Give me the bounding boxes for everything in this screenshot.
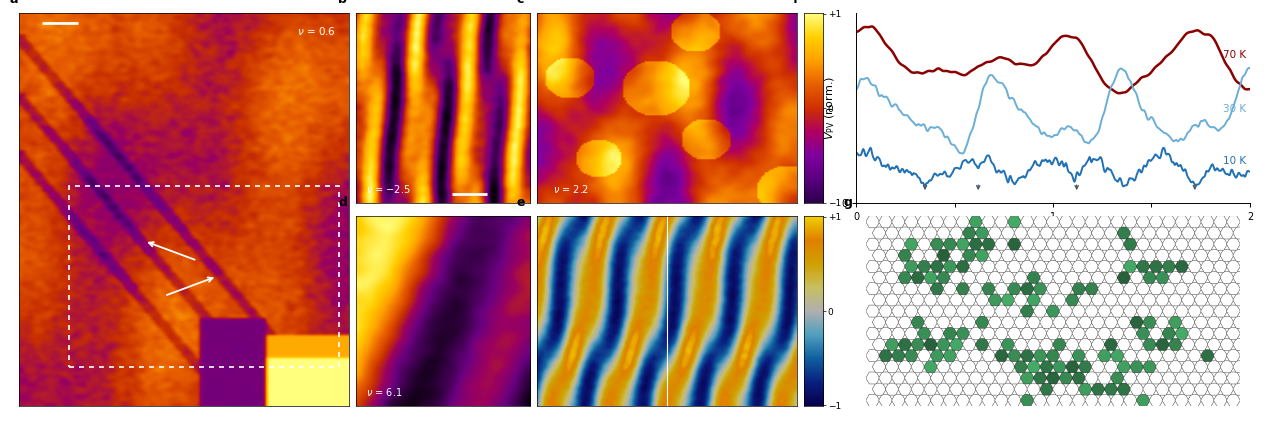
Text: 10 K: 10 K (1223, 157, 1246, 166)
Text: e: e (516, 196, 525, 209)
X-axis label: $x_\mathrm{tip}$ ($\mu$m): $x_\mathrm{tip}$ ($\mu$m) (1029, 225, 1077, 241)
Text: 70 K: 70 K (1223, 50, 1246, 60)
Text: 30 K: 30 K (1223, 104, 1246, 114)
Y-axis label: $V_\mathrm{PV}$ (norm.): $V_\mathrm{PV}$ (norm.) (824, 76, 836, 140)
Text: $\nu$ = 0.6: $\nu$ = 0.6 (297, 25, 336, 37)
Text: $V_\mathrm{PV}$ (norm.): $V_\mathrm{PV}$ (norm.) (890, 82, 902, 134)
Text: a: a (9, 0, 18, 5)
Text: g: g (844, 196, 853, 209)
Text: b: b (339, 0, 348, 6)
Text: $\nu$ = 2.2: $\nu$ = 2.2 (553, 183, 589, 195)
Text: $\nu$ = $-$2.5: $\nu$ = $-$2.5 (367, 183, 411, 195)
Text: c: c (516, 0, 524, 6)
Text: $\mathrm{d}V_\mathrm{PV}/\mathrm{d}x$ (norm.): $\mathrm{d}V_\mathrm{PV}/\mathrm{d}x$ (n… (890, 275, 902, 347)
Text: f: f (793, 0, 798, 6)
Bar (69, 186, 339, 367)
Text: $\nu$ = 6.1: $\nu$ = 6.1 (367, 386, 402, 398)
Text: d: d (339, 196, 348, 209)
